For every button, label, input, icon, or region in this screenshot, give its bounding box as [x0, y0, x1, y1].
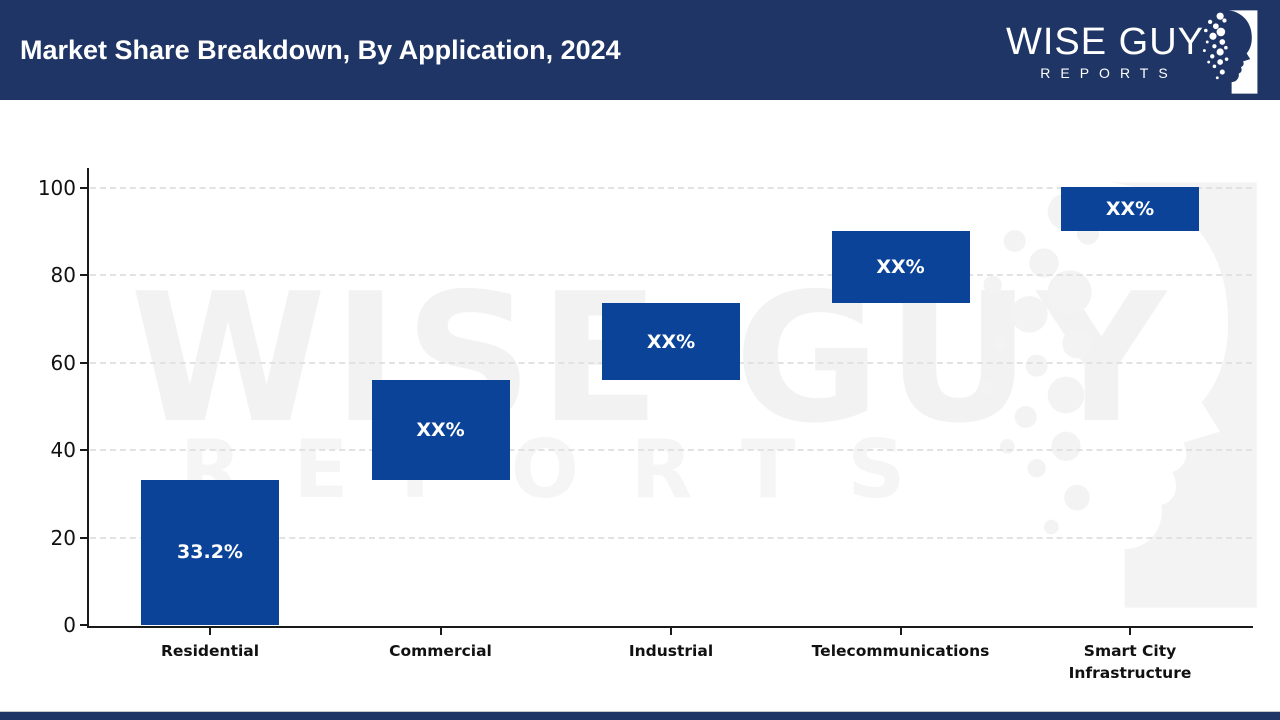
- y-tick-label: 60: [50, 350, 76, 375]
- x-axis-line: [87, 626, 1253, 628]
- x-category-label: Telecommunications: [811, 642, 990, 660]
- gridline: [90, 186, 1252, 189]
- bar-value-label: 33.2%: [177, 541, 243, 564]
- gridline: [90, 274, 1252, 276]
- x-tick: [670, 628, 672, 635]
- logo-subtitle: REPORTS: [1040, 65, 1178, 81]
- bar-commercial: XX%: [371, 380, 510, 480]
- gridline: [90, 449, 1252, 451]
- x-tick: [209, 628, 211, 635]
- y-tick: [80, 624, 87, 626]
- bar-telecommunications: XX%: [831, 231, 970, 303]
- y-tick-label: 0: [63, 613, 76, 637]
- header-bar: Market Share Breakdown, By Application, …: [0, 0, 1280, 100]
- bar-value-label: XX%: [1105, 197, 1155, 220]
- y-tick-label: 40: [50, 438, 76, 462]
- y-tick: [80, 274, 87, 276]
- bar-value-label: XX%: [416, 419, 465, 442]
- bar-value-label: XX%: [876, 255, 925, 278]
- x-category-label: Commercial: [389, 642, 492, 660]
- x-category-label: Industrial: [628, 642, 714, 660]
- watermark-subtitle: REPORTS: [180, 423, 958, 516]
- y-tick: [80, 536, 87, 539]
- y-tick: [80, 361, 87, 364]
- bar-smart-city-infrastructure: XX%: [1061, 186, 1199, 232]
- y-tick-label: 100: [37, 175, 76, 200]
- x-category-label: Smart City Infrastructure: [1068, 642, 1192, 683]
- waterfall-chart: 0 20 40 60 80 100 33.2% Residential XX% Commercia…: [0, 100, 1280, 712]
- bar-industrial: XX%: [602, 302, 740, 381]
- bar-value-label: XX%: [646, 330, 696, 353]
- x-tick: [899, 628, 902, 635]
- bottom-divider: [0, 711, 1280, 712]
- logo-text: WISE GUY REPORTS: [1006, 23, 1204, 81]
- bar-residential: 33.2%: [141, 479, 279, 625]
- logo-wordmark: WISE GUY: [1005, 21, 1204, 63]
- y-tick: [80, 449, 87, 451]
- y-tick: [80, 186, 87, 189]
- dotted-head-icon: [1202, 10, 1258, 94]
- x-tick: [439, 628, 442, 635]
- y-axis-line: [87, 168, 89, 628]
- wise-guy-reports-logo: WISE GUY REPORTS: [1006, 8, 1266, 96]
- y-tick-label: 20: [50, 525, 76, 550]
- x-tick: [1129, 628, 1131, 635]
- footer-bar: [0, 712, 1280, 720]
- page-title: Market Share Breakdown, By Application, …: [20, 34, 621, 65]
- y-tick-label: 80: [50, 263, 76, 287]
- x-category-label: Residential: [160, 642, 260, 660]
- gridline: [90, 536, 1252, 539]
